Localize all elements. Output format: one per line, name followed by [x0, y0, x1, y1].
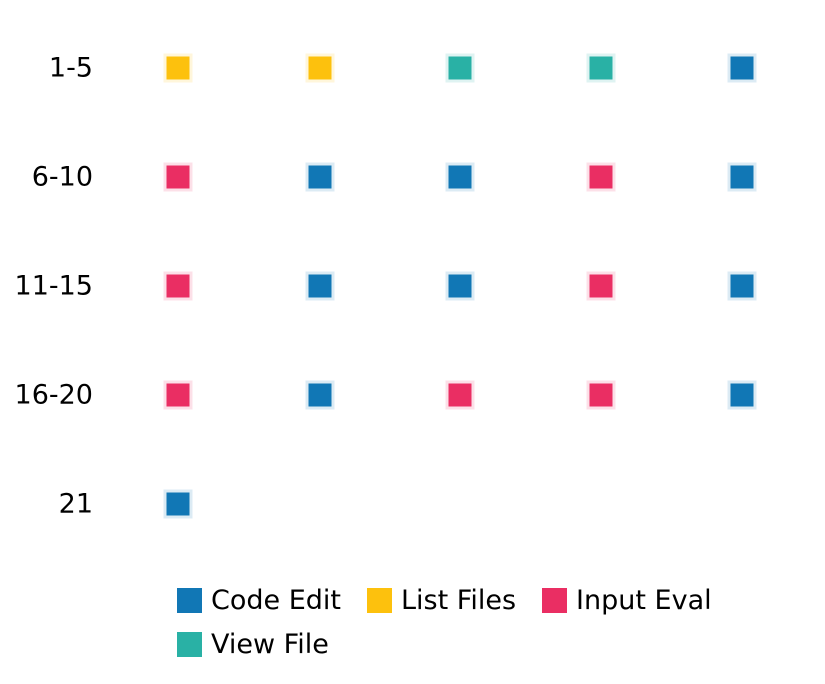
legend-row: Code Edit List Files Input Eval [177, 586, 712, 616]
row-label: 6-10 [31, 161, 93, 193]
action-marker [589, 56, 613, 80]
action-marker [589, 165, 613, 189]
action-marker [308, 383, 332, 407]
action-marker [730, 56, 754, 80]
row-label: 21 [58, 488, 93, 520]
action-marker [448, 56, 472, 80]
action-marker [730, 274, 754, 298]
row-label: 16-20 [14, 379, 93, 411]
legend-swatch [177, 632, 202, 658]
action-marker [448, 165, 472, 189]
action-marker [166, 56, 190, 80]
action-marker [730, 383, 754, 407]
legend-label: View File [211, 628, 329, 660]
action-marker [308, 56, 332, 80]
legend-item: List Files [367, 586, 516, 616]
row-label: 11-15 [14, 270, 93, 302]
chart-legend: Code Edit List Files Input Eval View File [177, 586, 712, 659]
legend-label: Code Edit [211, 585, 341, 616]
legend-swatch [542, 588, 568, 614]
action-marker [166, 492, 190, 516]
action-marker [166, 274, 190, 298]
action-marker [308, 165, 332, 189]
action-marker [308, 274, 332, 298]
action-marker [448, 383, 472, 407]
action-marker [448, 274, 472, 298]
legend-item: Input Eval [542, 586, 712, 616]
action-marker [589, 383, 613, 407]
legend-item: View File [177, 628, 329, 660]
action-marker [589, 274, 613, 298]
legend-swatch [177, 588, 202, 614]
legend-row: View File [177, 628, 712, 660]
row-label: 1-5 [48, 52, 93, 84]
action-marker [166, 383, 190, 407]
legend-label: Input Eval [576, 585, 712, 616]
action-marker [166, 165, 190, 189]
legend-item: Code Edit [177, 586, 341, 616]
legend-swatch [367, 588, 392, 614]
action-marker [730, 165, 754, 189]
legend-label: List Files [401, 585, 517, 616]
